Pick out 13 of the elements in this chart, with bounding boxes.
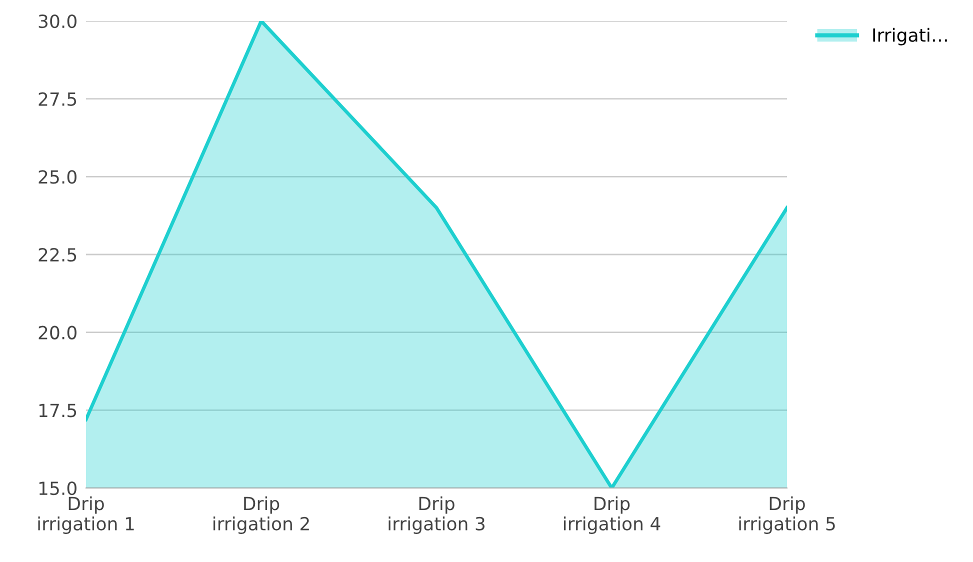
y-tick-label: 15.0 (39, 481, 76, 496)
x-tick-label: Drip irrigation 2 (214, 496, 309, 534)
y-tick-label: 17.5 (39, 404, 76, 418)
x-tick-label: Drip irrigation 3 (388, 496, 485, 534)
x-tick-label: Drip irrigation 4 (564, 496, 660, 534)
y-tick-label: 27.5 (38, 92, 76, 106)
x-tick-label: Drip irrigation 1 (38, 496, 134, 534)
legend-label: Irrigati… (873, 28, 947, 46)
y-tick-label: 22.5 (38, 248, 76, 262)
y-tick-label: 30.0 (38, 14, 76, 28)
y-tick-label: 20.0 (38, 326, 76, 340)
y-tick-label: 25.0 (38, 170, 76, 184)
x-tick-label: Drip irrigation 5 (739, 496, 835, 534)
